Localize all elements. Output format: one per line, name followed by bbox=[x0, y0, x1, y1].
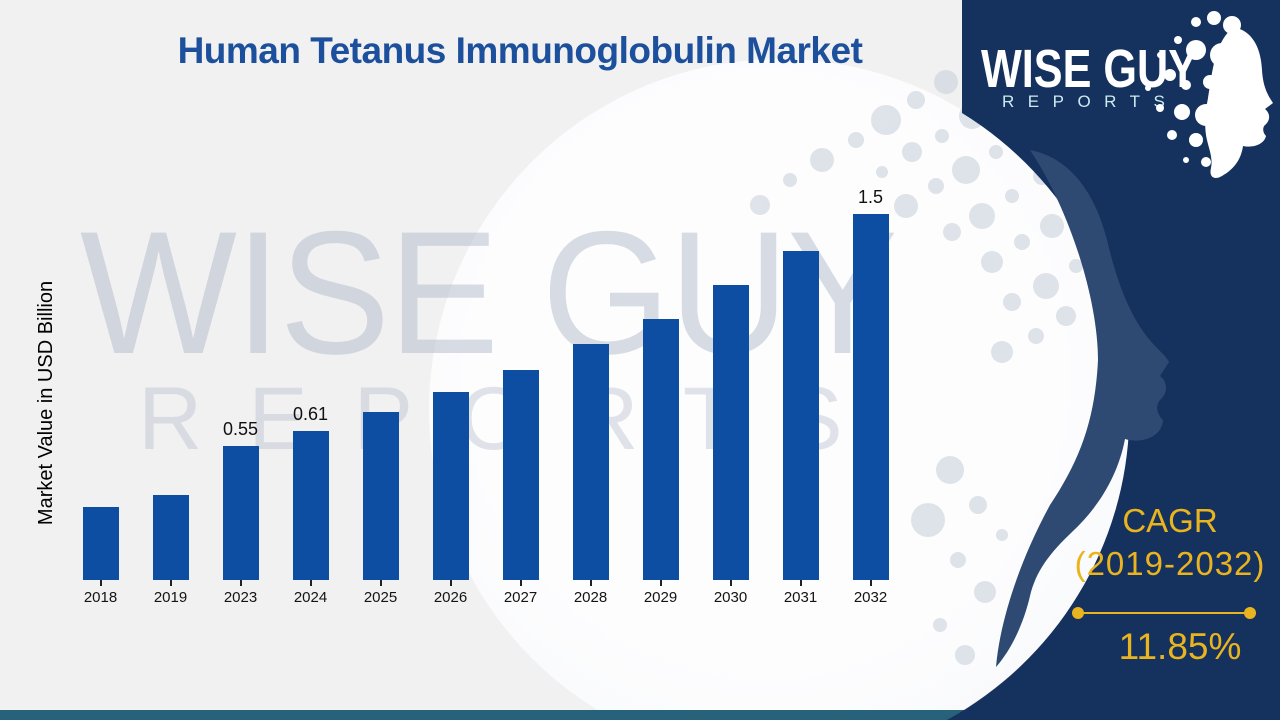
cagr-value: 11.85% bbox=[1118, 626, 1242, 667]
x-label-2018: 2018 bbox=[83, 589, 118, 606]
x-tick-2029 bbox=[659, 580, 662, 586]
x-tick-2023 bbox=[239, 580, 242, 586]
x-label-2024: 2024 bbox=[293, 589, 328, 606]
bar-2019 bbox=[152, 495, 189, 580]
cagr-range: (2019-2032) bbox=[1074, 545, 1266, 582]
x-tick-2018 bbox=[99, 580, 102, 586]
bottom-accent-bar bbox=[0, 710, 1280, 720]
cagr-divider-line bbox=[1078, 612, 1256, 614]
x-label-2030: 2030 bbox=[713, 589, 748, 606]
x-label-2025: 2025 bbox=[363, 589, 398, 606]
data-label-2024: 0.61 bbox=[292, 404, 329, 424]
bar-2030 bbox=[712, 285, 749, 580]
bar-2028 bbox=[572, 344, 609, 580]
x-label-2031: 2031 bbox=[783, 589, 818, 606]
x-tick-2019 bbox=[169, 580, 172, 586]
x-tick-2024 bbox=[309, 580, 312, 586]
data-label-2032: 1.5 bbox=[857, 187, 884, 207]
cagr-line-dot-right bbox=[1244, 607, 1256, 619]
bar-2024 bbox=[292, 431, 329, 580]
bar-2018 bbox=[82, 507, 119, 580]
x-label-2026: 2026 bbox=[433, 589, 468, 606]
x-tick-2025 bbox=[379, 580, 382, 586]
x-tick-2026 bbox=[449, 580, 452, 586]
x-tick-2030 bbox=[729, 580, 732, 586]
bar-2029 bbox=[642, 319, 679, 580]
bar-2031 bbox=[782, 251, 819, 580]
bar-2027 bbox=[502, 370, 539, 580]
bar-2025 bbox=[362, 412, 399, 580]
x-tick-2027 bbox=[519, 580, 522, 586]
x-tick-2031 bbox=[799, 580, 802, 586]
x-label-2027: 2027 bbox=[503, 589, 538, 606]
page-title: Human Tetanus Immunoglobulin Market bbox=[177, 30, 863, 71]
x-label-2019: 2019 bbox=[153, 589, 188, 606]
bar-2023 bbox=[222, 446, 259, 580]
x-label-2028: 2028 bbox=[573, 589, 608, 606]
data-label-2023: 0.55 bbox=[222, 419, 259, 439]
x-label-2023: 2023 bbox=[223, 589, 258, 606]
x-label-2029: 2029 bbox=[643, 589, 678, 606]
x-tick-2032 bbox=[869, 580, 872, 586]
x-label-2032: 2032 bbox=[853, 589, 888, 606]
bar-2026 bbox=[432, 392, 469, 580]
cagr-label: CAGR bbox=[1122, 502, 1218, 539]
bar-2032 bbox=[852, 214, 889, 580]
x-tick-2028 bbox=[589, 580, 592, 586]
